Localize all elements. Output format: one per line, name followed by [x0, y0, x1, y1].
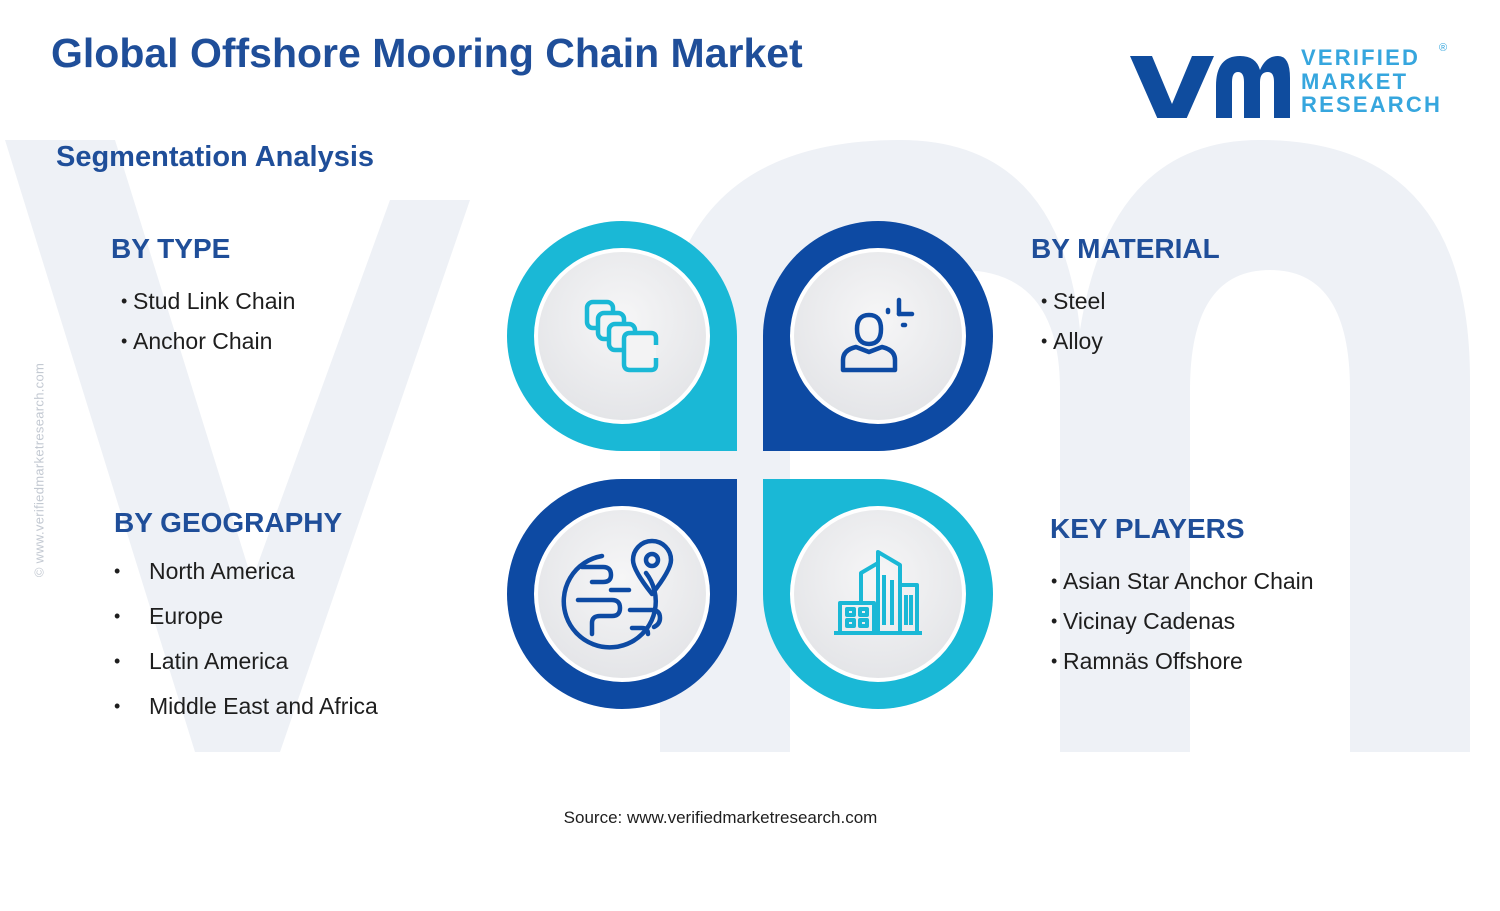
segment-heading-type: BY TYPE — [111, 233, 231, 264]
logo-line-research: RESEARCH — [1301, 92, 1443, 117]
list-item: Stud Link Chain — [121, 281, 295, 321]
segment-heading-material: BY MATERIAL — [1031, 233, 1220, 264]
list-item: Middle East and Africa — [114, 684, 378, 729]
segment-petal-graphic — [507, 221, 993, 709]
list-item: Asian Star Anchor Chain — [1051, 561, 1314, 601]
chain-links-icon — [584, 299, 659, 373]
list-item: Steel — [1041, 281, 1105, 321]
list-item: Alloy — [1041, 321, 1105, 361]
petal-geography — [507, 479, 737, 709]
registered-mark: ® — [1439, 42, 1448, 54]
vmr-logo-icon — [1130, 56, 1290, 118]
segment-list-players: Asian Star Anchor Chain Vicinay Cadenas … — [1051, 561, 1314, 681]
source-credit: Source: www.verifiedmarketresearch.com — [563, 808, 878, 827]
segment-list-type: Stud Link Chain Anchor Chain — [121, 281, 295, 361]
page-title: Global Offshore Mooring Chain Market — [51, 30, 803, 76]
user-analysis-icon — [840, 297, 915, 373]
segment-heading-players: KEY PLAYERS — [1050, 513, 1245, 544]
list-item: Latin America — [114, 639, 378, 684]
list-item: Europe — [114, 594, 378, 639]
list-item: North America — [114, 549, 378, 594]
globe-pin-icon — [561, 538, 674, 650]
segment-list-geography: North America Europe Latin America Middl… — [114, 549, 378, 729]
side-credit: © www.verifiedmarketresearch.com — [31, 362, 47, 578]
page-subtitle: Segmentation Analysis — [56, 141, 375, 173]
list-item: Vicinay Cadenas — [1051, 601, 1314, 641]
logo-line-verified: VERIFIED — [1301, 45, 1421, 70]
logo-line-market: MARKET — [1301, 68, 1409, 94]
buildings-icon — [834, 550, 922, 635]
list-item: Anchor Chain — [121, 321, 295, 361]
logo-wordmark: VERIFIED MARKET RESEARCH — [1301, 46, 1442, 117]
segment-heading-geography: BY GEOGRAPHY — [114, 507, 343, 538]
segment-list-material: Steel Alloy — [1041, 281, 1105, 361]
list-item: Ramnäs Offshore — [1051, 641, 1314, 681]
brand-logo: VERIFIED MARKET RESEARCH ® — [1128, 40, 1448, 124]
